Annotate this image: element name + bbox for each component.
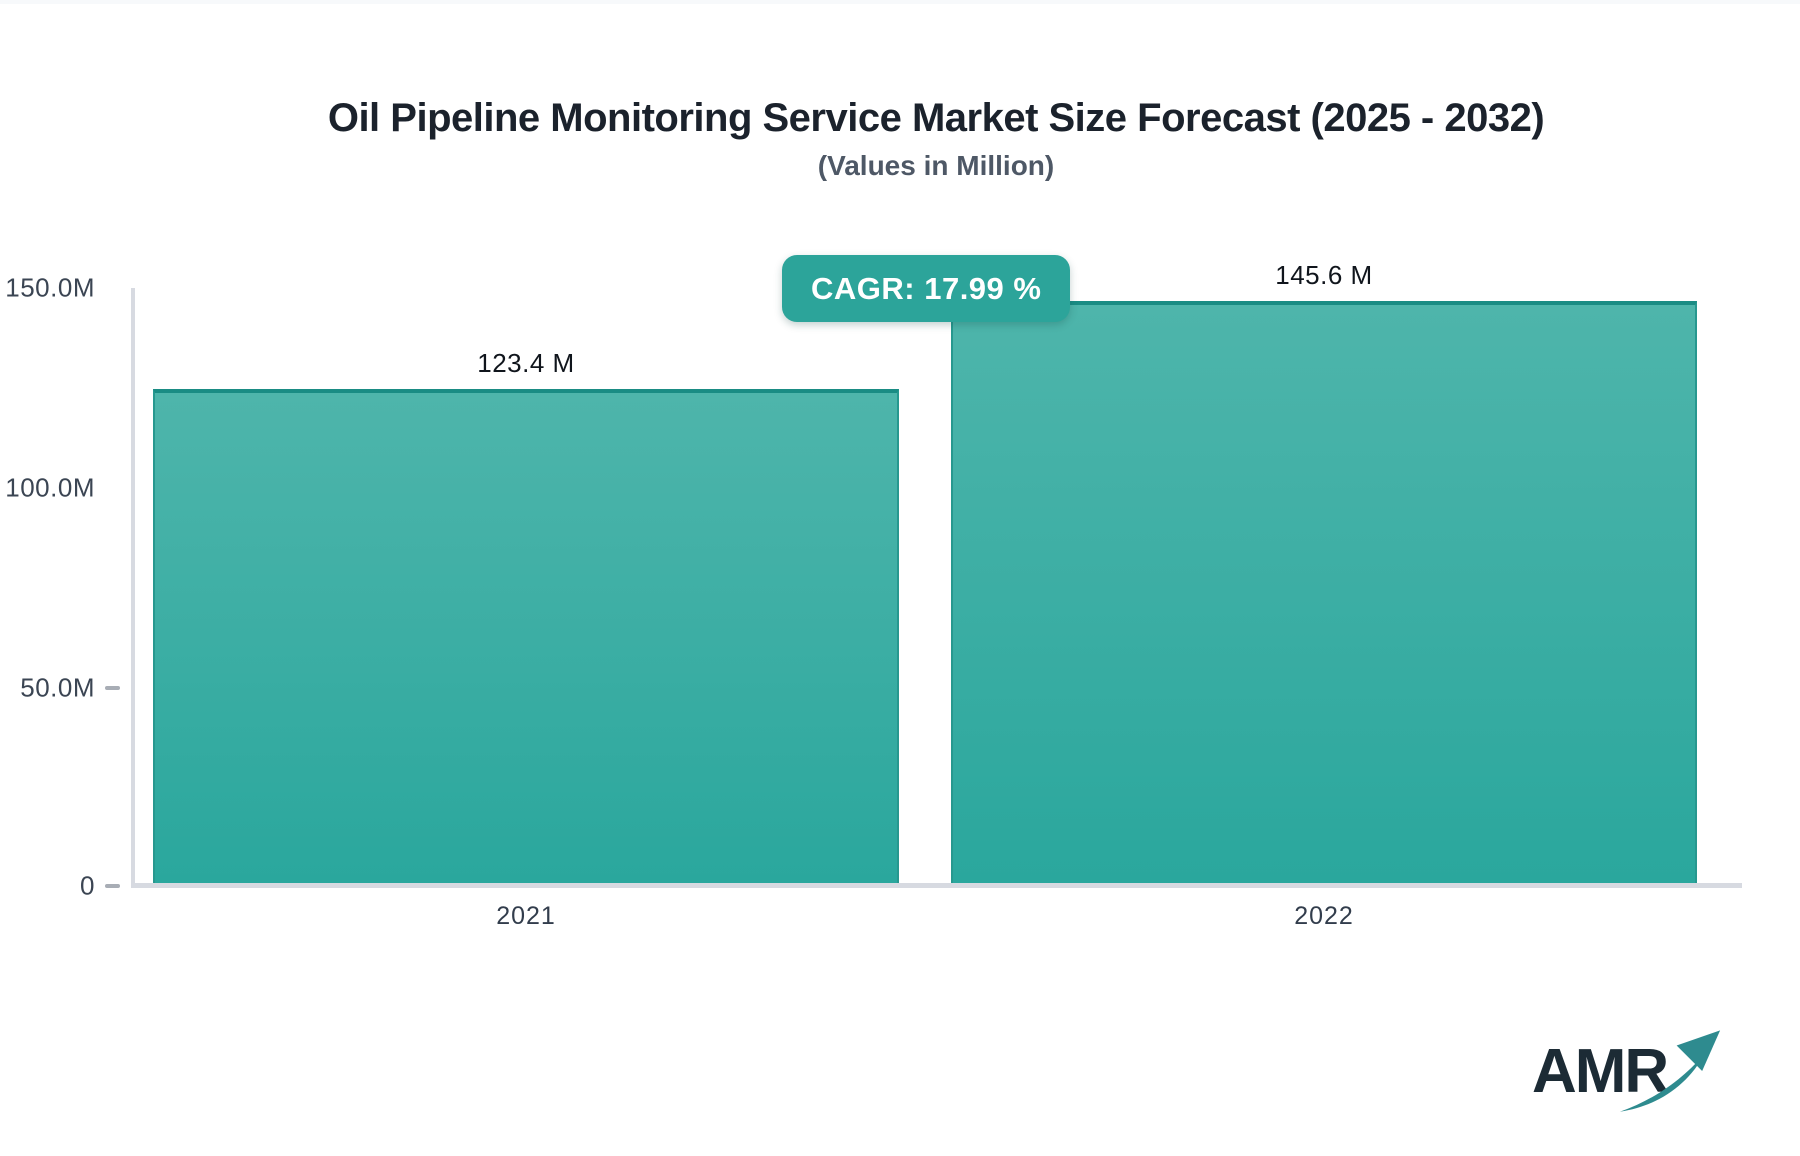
amr-logo: AMR — [1532, 1028, 1732, 1120]
y-axis-tick-label: 50.0M — [20, 672, 95, 703]
y-tick-mark — [105, 884, 120, 888]
y-axis-tick-label: 150.0M — [5, 272, 95, 303]
y-axis-tick-label: 100.0M — [5, 472, 95, 503]
bar-2021[interactable] — [153, 389, 899, 883]
chart-title: Oil Pipeline Monitoring Service Market S… — [327, 96, 1545, 140]
bar-2022[interactable] — [951, 300, 1697, 883]
bar-group-2022: 145.6 M — [951, 260, 1697, 883]
growth-arrow-icon — [1619, 1030, 1721, 1112]
bar-value-label: 145.6 M — [1275, 259, 1373, 290]
chart-subtitle: (Values in Million) — [817, 150, 1055, 181]
bar-value-label: 123.4 M — [477, 348, 575, 379]
cagr-badge: CAGR: 17.99 % — [782, 255, 1071, 322]
y-axis-tick-label: 0 — [80, 870, 95, 901]
y-tick-mark — [105, 686, 120, 690]
x-axis-label-2021: 2021 — [496, 902, 556, 930]
cagr-badge-label: CAGR: 17.99 % — [811, 270, 1042, 306]
bar-group-2021: 123.4 M — [153, 288, 899, 883]
page-top-border — [0, 0, 1800, 4]
x-axis-label-2022: 2022 — [1294, 902, 1354, 930]
amr-logo-text: AMR — [1532, 1037, 1669, 1106]
plot-area: 150.0M 100.0M 50.0M 0 123.4 M 145.6 M 20… — [5, 260, 1742, 930]
